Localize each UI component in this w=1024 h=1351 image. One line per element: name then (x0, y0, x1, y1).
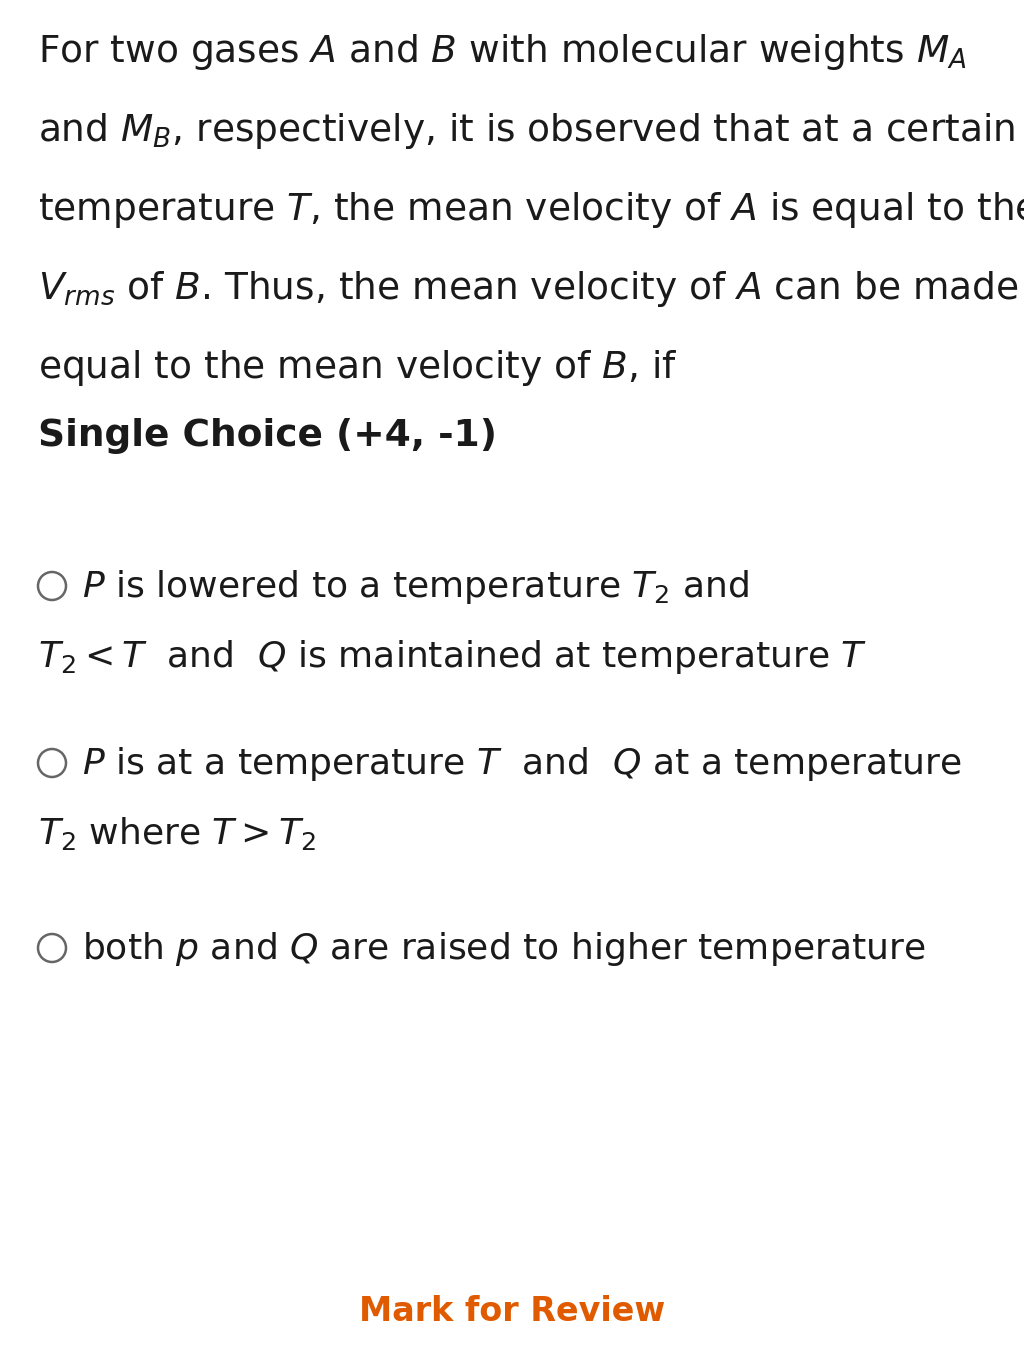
Text: equal to the mean velocity of $\mathit{B}$, if: equal to the mean velocity of $\mathit{B… (38, 349, 678, 388)
Text: $\mathit{P}$ is at a temperature $\mathit{T}$  and  $\mathit{Q}$ at a temperatur: $\mathit{P}$ is at a temperature $\mathi… (82, 744, 962, 784)
Text: both $p$ and $\mathit{Q}$ are raised to higher temperature: both $p$ and $\mathit{Q}$ are raised to … (82, 929, 926, 969)
Text: $T_2$ where $T > T_2$: $T_2$ where $T > T_2$ (38, 815, 316, 852)
Text: temperature $\mathit{T}$, the mean velocity of $\mathit{A}$ is equal to the: temperature $\mathit{T}$, the mean veloc… (38, 190, 1024, 230)
Text: and $M_B$, respectively, it is observed that at a certain: and $M_B$, respectively, it is observed … (38, 111, 1015, 151)
Text: Mark for Review: Mark for Review (358, 1296, 666, 1328)
Text: Single Choice (+4, -1): Single Choice (+4, -1) (38, 417, 497, 454)
Text: For two gases $\mathit{A}$ and $\mathit{B}$ with molecular weights $M_A$: For two gases $\mathit{A}$ and $\mathit{… (38, 32, 967, 72)
Text: $V_{rms}$ of $\mathit{B}$. Thus, the mean velocity of $\mathit{A}$ can be made: $V_{rms}$ of $\mathit{B}$. Thus, the mea… (38, 269, 1019, 309)
Text: $T_2 < T$  and  $\mathit{Q}$ is maintained at temperature $\mathit{T}$: $T_2 < T$ and $\mathit{Q}$ is maintained… (38, 638, 867, 676)
Text: $\mathit{P}$ is lowered to a temperature $T_2$ and: $\mathit{P}$ is lowered to a temperature… (82, 567, 749, 607)
